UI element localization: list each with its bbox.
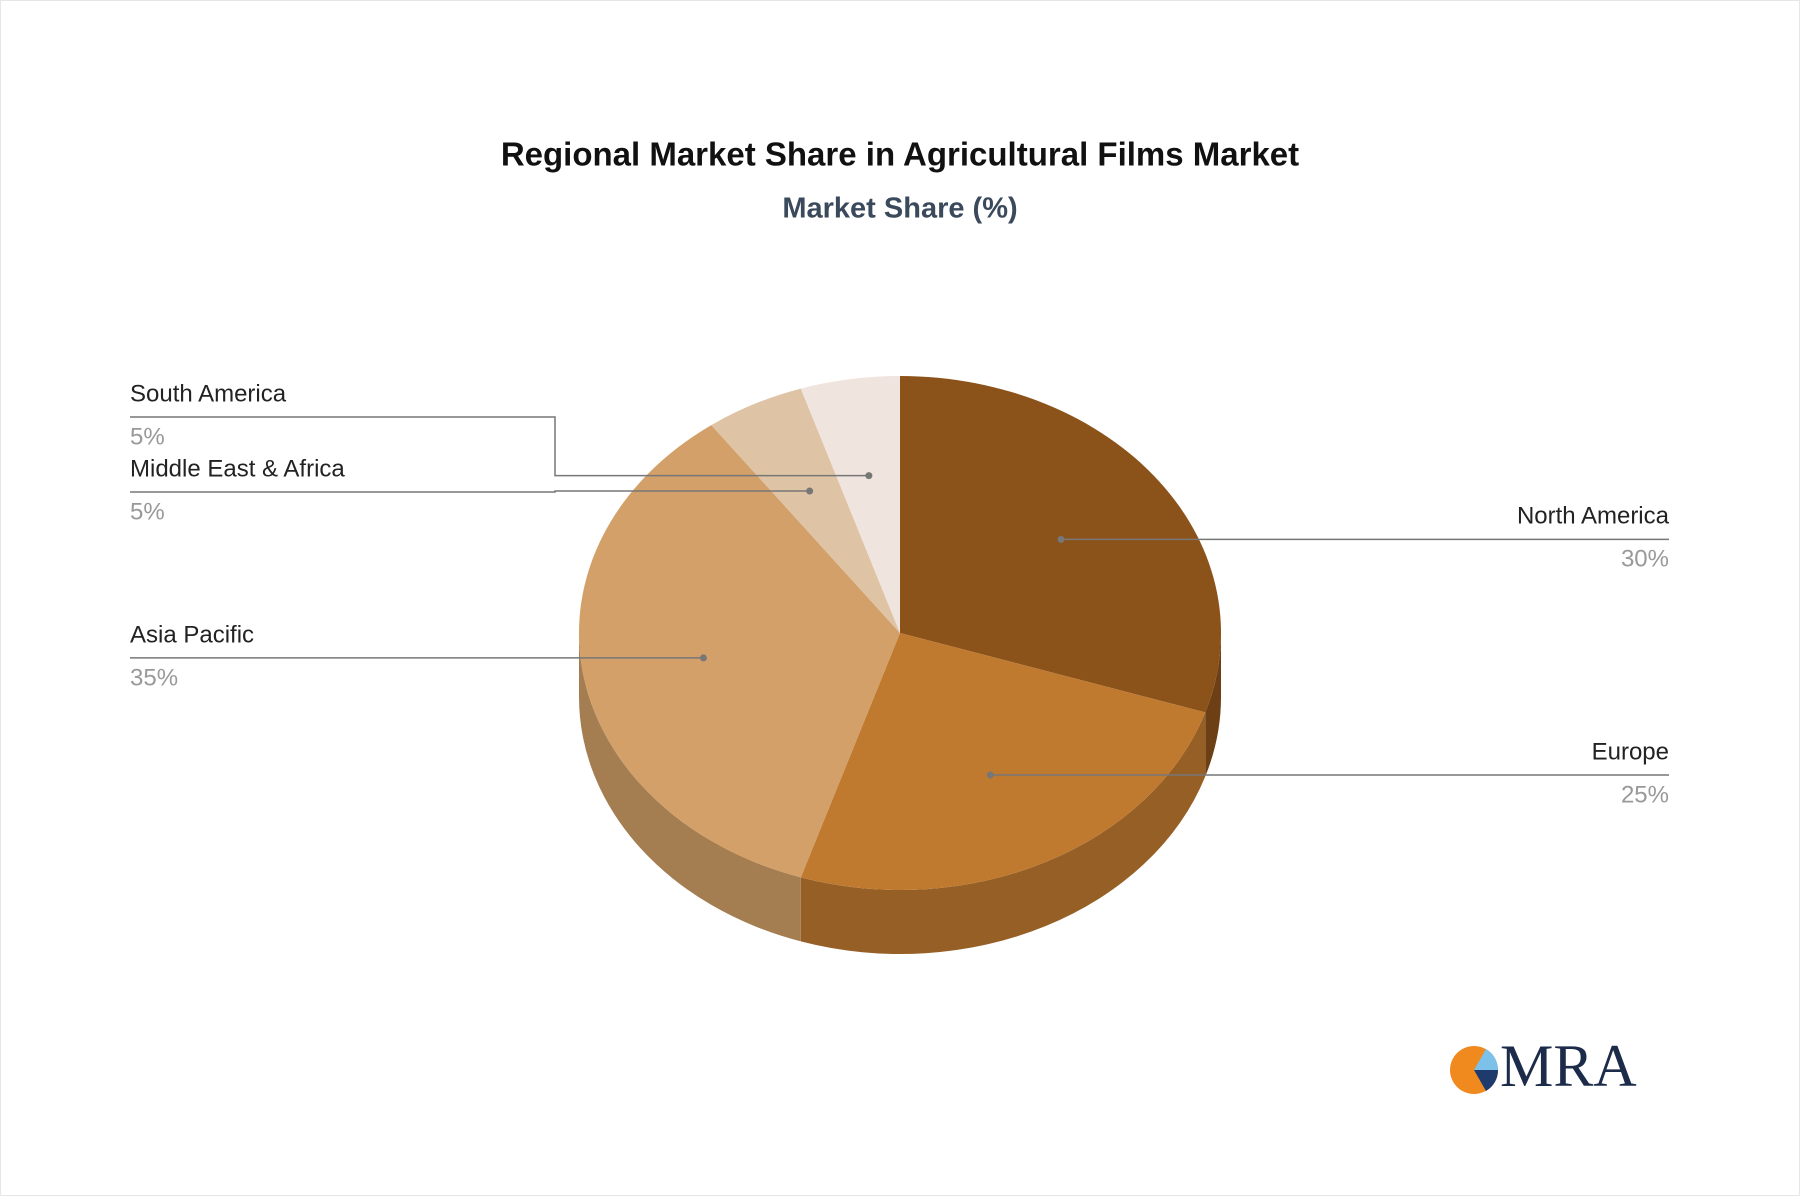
slice-side (1205, 633, 1221, 777)
leader-dot (699, 654, 707, 662)
slice-side (800, 712, 1206, 954)
chart-title: Regional Market Share in Agricultural Fi… (501, 136, 1299, 173)
slice-value: 25% (1621, 781, 1669, 808)
slice-label: North America (1517, 503, 1670, 530)
slice-label: Middle East & Africa (130, 455, 345, 482)
slice (800, 633, 1206, 891)
slice (900, 376, 1221, 713)
slice-label: South America (130, 380, 287, 407)
leader-dot (1057, 535, 1065, 543)
slice-side (579, 633, 801, 942)
chart-subtitle: Market Share (%) (782, 193, 1017, 225)
leader-dot (865, 472, 873, 480)
slice-value: 5% (130, 498, 165, 525)
leader-dot (806, 487, 814, 495)
slice (578, 425, 900, 878)
leader-dot (986, 771, 994, 779)
slice-value: 5% (130, 423, 165, 450)
logo-text: MRA (1500, 1033, 1637, 1099)
slice-label: Asia Pacific (130, 621, 254, 648)
slice-label: Europe (1592, 738, 1669, 765)
leader-line (130, 490, 810, 493)
logo: MRA (1450, 1033, 1637, 1099)
logo-wedge (1474, 1049, 1499, 1070)
logo-wedge (1474, 1070, 1499, 1091)
slice-value: 30% (1621, 546, 1669, 573)
leader-line (130, 416, 869, 477)
slice (711, 388, 900, 633)
slice-value: 35% (130, 664, 178, 691)
slice (800, 376, 900, 633)
